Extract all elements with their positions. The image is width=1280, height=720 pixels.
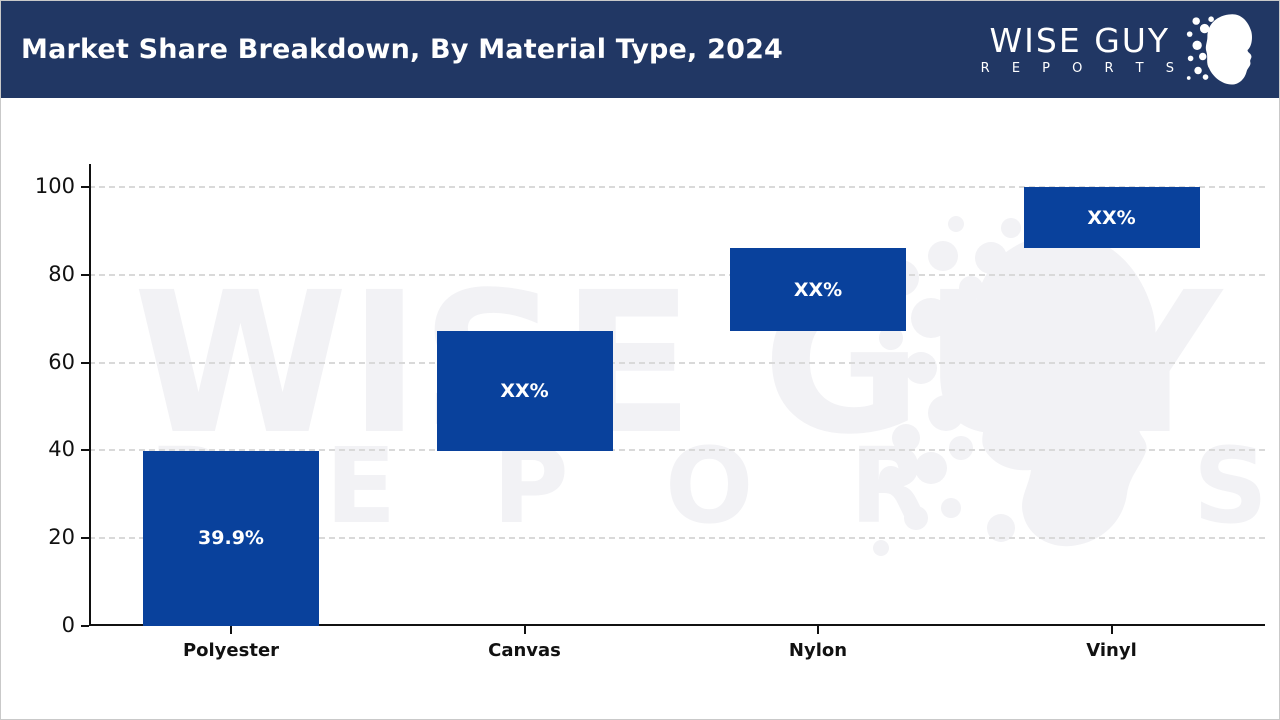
- x-tick-canvas: [523, 626, 526, 634]
- y-tick-label-80: 80: [48, 261, 75, 286]
- x-category-label-nylon: Nylon: [788, 640, 848, 661]
- bar-polyester: 39.9%: [143, 450, 319, 626]
- x-category-label-vinyl: Vinyl: [1086, 640, 1137, 661]
- y-tick-label-20: 20: [48, 525, 75, 550]
- bar-canvas: XX%: [436, 330, 613, 451]
- gridline-40: [89, 449, 1265, 452]
- gridline-60: [89, 361, 1265, 364]
- x-tick-polyester: [230, 626, 232, 634]
- logo-text: WISE GUY R E P O R T S: [977, 24, 1183, 75]
- y-tick-label-100: 100: [34, 174, 75, 198]
- y-tick-80: [81, 273, 89, 276]
- bar-vinyl: XX%: [1023, 187, 1200, 249]
- x-axis-spine: [89, 624, 1265, 626]
- bar-value-label-nylon: XX%: [793, 278, 843, 301]
- y-tick-60: [81, 361, 89, 364]
- y-tick-label-60: 60: [48, 349, 75, 374]
- y-tick-40: [81, 449, 89, 452]
- watermark-face-icon: [873, 216, 1160, 556]
- bar-value-label-vinyl: XX%: [1087, 206, 1136, 229]
- logo-wordmark: WISE GUY: [989, 21, 1171, 60]
- y-tick-label-40: 40: [48, 437, 75, 462]
- gridline-100: [89, 186, 1265, 188]
- x-tick-nylon: [817, 626, 819, 634]
- wise-guy-logo: WISE GUY R E P O R T S: [977, 7, 1269, 93]
- bar-value-label-canvas: XX%: [500, 379, 549, 402]
- y-axis-spine: [89, 164, 91, 626]
- header-banner: Market Share Breakdown, By Material Type…: [1, 1, 1279, 98]
- chart-canvas: WISE GUY R E P O R T S 0 20 40 60 80 100 39.9%…: [1, 98, 1279, 719]
- y-tick-20: [81, 537, 89, 540]
- bar-nylon: XX%: [730, 248, 906, 331]
- x-tick-vinyl: [1110, 626, 1113, 634]
- logo-face-icon: [1186, 13, 1252, 85]
- x-category-label-polyester: Polyester: [182, 640, 280, 661]
- y-tick-0: [81, 625, 89, 627]
- x-category-label-canvas: Canvas: [488, 640, 561, 661]
- gridline-20: [89, 537, 1265, 540]
- gridline-80: [89, 273, 1265, 276]
- bar-value-label-polyester: 39.9%: [198, 527, 264, 550]
- y-tick-label-0: 0: [61, 613, 75, 637]
- y-tick-100: [81, 186, 89, 188]
- page-title: Market Share Breakdown, By Material Type…: [21, 34, 784, 65]
- logo-subtitle: R E P O R T S: [980, 61, 1183, 76]
